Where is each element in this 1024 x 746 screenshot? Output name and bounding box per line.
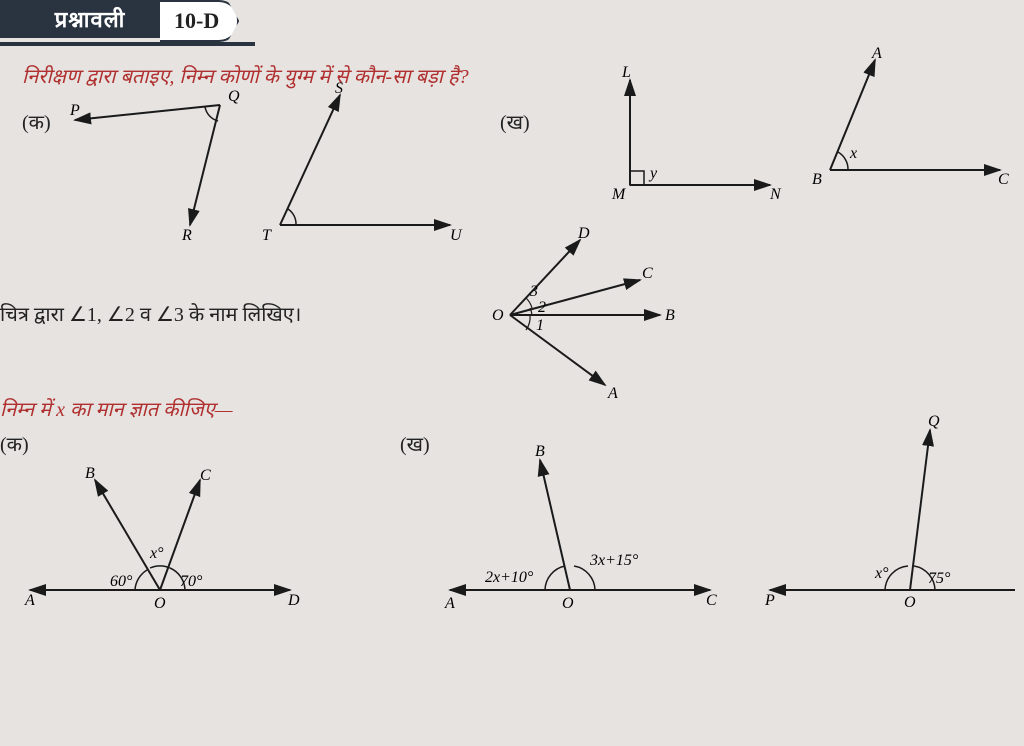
header-code-tag: 10-D <box>160 0 239 42</box>
label-O3: O <box>154 595 166 612</box>
label-1: 1 <box>536 317 544 334</box>
fig-q1b-lmn: L y M N <box>600 65 780 205</box>
label-y: y <box>648 165 658 182</box>
label-A4: A <box>444 595 455 612</box>
label-A3: A <box>24 592 35 609</box>
label-70: 70° <box>180 573 203 590</box>
label-Cf: C <box>642 265 653 282</box>
label-B2: B <box>812 171 822 188</box>
label-O4: O <box>562 595 574 612</box>
label-D3: D <box>287 592 300 609</box>
label-Bf: B <box>665 307 675 324</box>
label-N: N <box>769 186 782 203</box>
label-Q5: Q <box>928 413 940 430</box>
fig-q1a-stu: S T U <box>250 85 460 235</box>
q1-opt-a: (क) <box>22 108 51 135</box>
fig-q2-angles: O 1 2 3 A B C D <box>470 230 690 390</box>
fig-q3b1: A B C O 2x+10° 3x+15° <box>440 430 720 620</box>
fig-q1b-abc: A x B C <box>800 50 1010 200</box>
label-S: S <box>335 80 343 97</box>
fig-q3b2: P Q O x° 75° <box>760 400 1020 620</box>
q2-text: चित्र द्वारा ∠1, ∠2 व ∠3 के नाम लिखिए। <box>0 300 301 327</box>
label-R: R <box>181 227 192 244</box>
label-2: 2 <box>538 299 546 316</box>
header-code: 10-D <box>174 8 219 34</box>
header-underline <box>0 42 255 46</box>
label-3x15: 3x+15° <box>589 552 639 569</box>
label-C2: C <box>998 171 1009 188</box>
label-Q: Q <box>228 88 240 105</box>
label-x3: x° <box>149 545 164 562</box>
fig-q1a-pqr: P Q R <box>70 85 260 235</box>
header-prashnavali: प्रश्नावली <box>0 0 180 38</box>
header-label: प्रश्नावली <box>55 4 126 34</box>
label-x: x <box>849 145 857 162</box>
label-O: O <box>492 307 504 324</box>
label-3: 3 <box>529 283 538 300</box>
label-O5: O <box>904 594 916 611</box>
label-T: T <box>262 227 272 244</box>
fig-q3a: A B C D O 60° 70° x° <box>20 440 300 620</box>
label-75: 75° <box>928 570 951 587</box>
label-M: M <box>611 186 627 203</box>
label-C4: C <box>706 592 717 609</box>
q3-text: निम्न में x का मान ज्ञात कीजिए— <box>0 395 233 422</box>
label-P: P <box>69 102 80 119</box>
q3-opt-b: (ख) <box>400 430 430 457</box>
label-60: 60° <box>110 573 133 590</box>
label-P5: P <box>764 592 775 609</box>
label-x5: x° <box>874 565 889 582</box>
label-2x10: 2x+10° <box>485 569 534 586</box>
label-Df: D <box>577 225 590 242</box>
label-L: L <box>621 64 631 81</box>
label-Af: A <box>607 385 618 402</box>
label-B4: B <box>535 443 545 460</box>
label-A2: A <box>871 45 882 62</box>
label-B3: B <box>85 465 95 482</box>
label-C3: C <box>200 467 211 484</box>
label-U: U <box>450 227 463 244</box>
q1-opt-b: (ख) <box>500 108 530 135</box>
